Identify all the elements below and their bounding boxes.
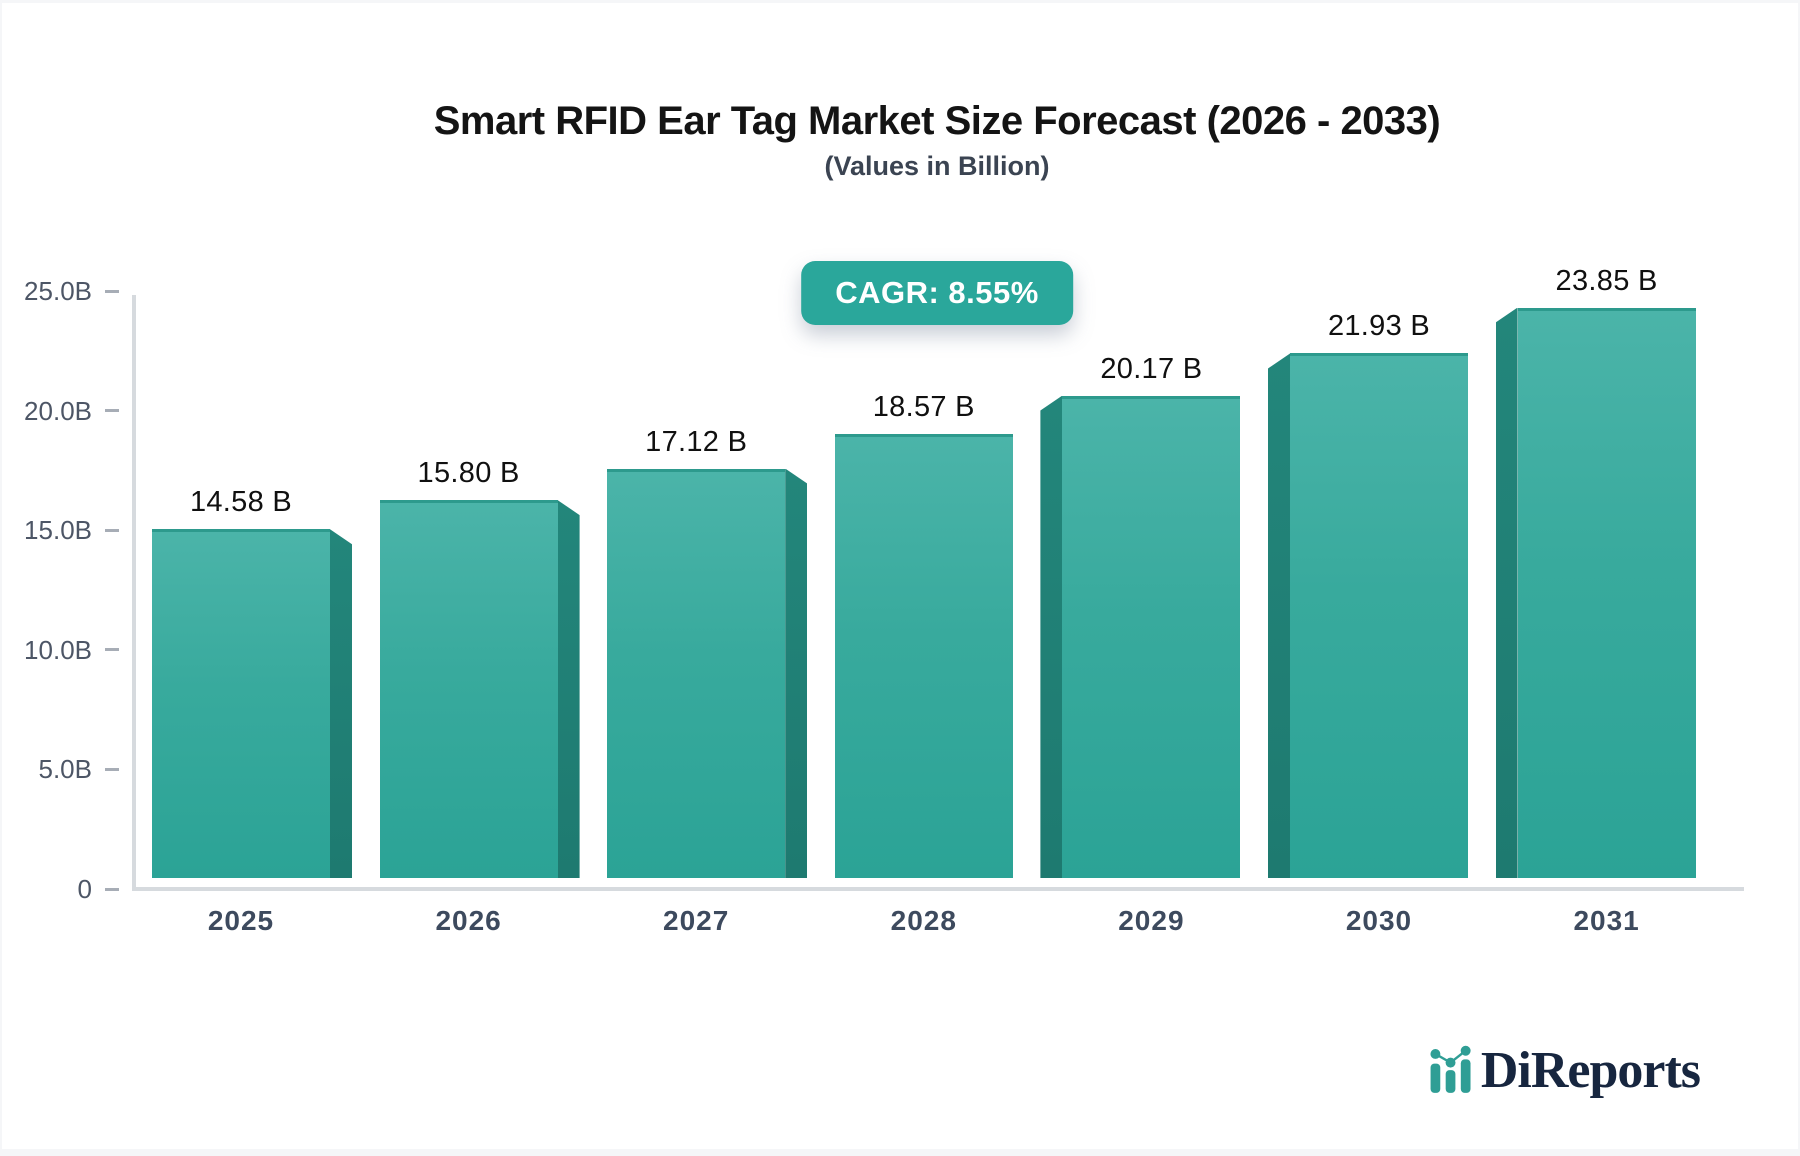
bar-2026 [379,500,558,878]
bar-value-label: 14.58 B [189,486,293,519]
bar-2029 [1062,395,1241,878]
x-axis-label-2029: 2029 [1118,905,1185,936]
bar-2025 [152,529,330,878]
bar-value-label: 20.17 B [1100,352,1203,385]
x-axis-label-2027: 2027 [663,905,730,936]
bar-2028 [834,433,1013,878]
y-tick-label-20.0B: 20.0B [24,395,92,426]
bar-3d-side [1040,395,1063,878]
x-axis-label-2025: 2025 [207,905,275,936]
bar-value-label: 21.93 B [1327,310,1431,343]
bar-3d-side [1268,353,1290,878]
y-tick-dash [105,289,119,293]
chart-title: Smart RFID Ear Tag Market Size Forecast … [433,99,1441,143]
bar-chart-trend-icon [1430,1045,1471,1093]
y-tick-label-5.0B: 5.0B [38,754,93,785]
cagr-badge: CAGR: 8.55% [801,261,1073,325]
x-axis-line [132,887,1744,891]
bar-value-label: 23.85 B [1555,264,1658,297]
x-axis-label-2030: 2030 [1345,905,1413,936]
bar-value-label: 17.12 B [645,425,748,458]
y-tick-dash [105,767,119,771]
y-tick-dash [105,648,119,652]
bar-value-label: 15.80 B [417,457,520,490]
y-tick-label-10.0B: 10.0B [24,634,92,665]
y-tick-dash [105,528,119,532]
bar-2031 [1517,307,1696,878]
brand-logo-text: DiReports [1480,1042,1701,1100]
y-tick-dash [105,887,119,891]
x-axis-label-2031: 2031 [1573,905,1640,936]
chart-card: Smart RFID Ear Tag Market Size Forecast … [2,3,1798,1149]
y-tick-dash [105,409,119,413]
x-axis-label-2026: 2026 [435,905,502,936]
brand-logo: DiReports [1426,1041,1701,1100]
bar-3d-side [785,468,808,878]
bar-value-label: 18.57 B [872,390,975,423]
y-tick-label-25.0B: 25.0B [24,276,92,306]
bar-3d-side [330,529,352,878]
y-axis-line [132,295,136,891]
bar-2030 [1290,353,1468,878]
bar-3d-side [1495,307,1518,878]
x-axis-label-2028: 2028 [890,905,957,936]
cagr-badge-label: CAGR: 8.55% [835,275,1039,310]
y-tick-label-0: 0 [77,874,92,904]
y-tick-label-15.0B: 15.0B [24,515,92,546]
bar-2027 [607,468,786,878]
chart-subtitle: (Values in Billion) [824,151,1050,181]
bar-3d-side [557,500,580,878]
